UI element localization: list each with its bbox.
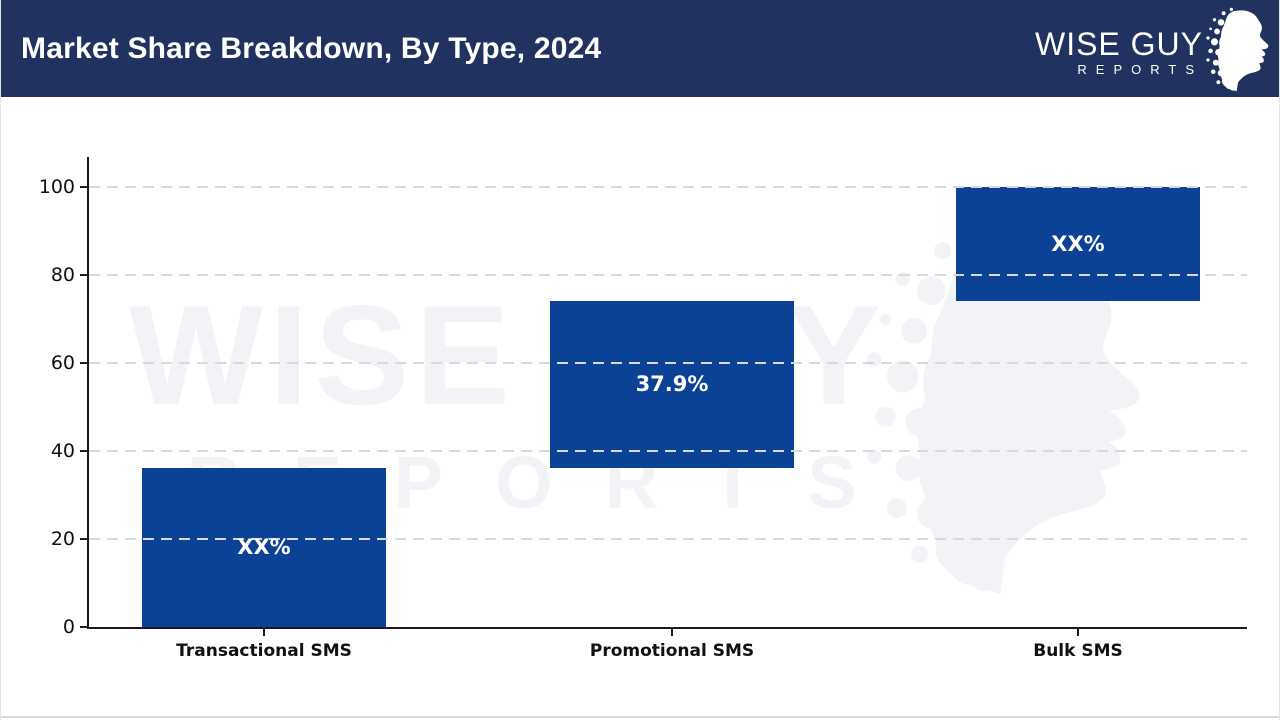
grid-line bbox=[89, 538, 1247, 540]
y-tick-label: 80 bbox=[50, 264, 75, 286]
logo-subtext: REPORTS bbox=[1077, 62, 1203, 77]
x-tick-mark bbox=[1077, 629, 1079, 636]
x-axis-line bbox=[87, 627, 1247, 629]
y-tick-label: 0 bbox=[62, 616, 75, 638]
x-axis-category-label: Transactional SMS bbox=[176, 641, 352, 661]
y-tick-mark bbox=[80, 362, 88, 364]
y-tick-mark bbox=[80, 186, 88, 188]
bar-1 bbox=[550, 300, 794, 468]
grid-line bbox=[89, 274, 1247, 276]
y-tick-mark bbox=[80, 274, 88, 276]
grid-line bbox=[89, 186, 1247, 188]
x-tick-mark bbox=[263, 629, 265, 636]
y-tick-mark bbox=[80, 538, 88, 540]
bar-0 bbox=[142, 467, 386, 627]
header: Market Share Breakdown, By Type, 2024 WI… bbox=[1, 0, 1279, 97]
y-tick-label: 60 bbox=[50, 352, 75, 374]
grid-line bbox=[89, 450, 1247, 452]
y-tick-mark bbox=[80, 626, 88, 628]
grid-line bbox=[89, 362, 1247, 364]
bar-2 bbox=[956, 187, 1200, 301]
y-tick-label: 20 bbox=[50, 528, 75, 550]
bar-value-label: XX% bbox=[1051, 231, 1105, 256]
bottom-border bbox=[1, 716, 1279, 718]
bar-value-label: 37.9% bbox=[635, 372, 709, 397]
y-axis-line bbox=[87, 157, 89, 629]
x-axis-category-label: Promotional SMS bbox=[589, 641, 755, 661]
logo-wordmark: WISE GUY bbox=[1034, 26, 1203, 62]
wise-guy-reports-logo: WISE GUY REPORTS bbox=[1033, 0, 1273, 97]
page-title: Market Share Breakdown, By Type, 2024 bbox=[21, 31, 602, 65]
x-tick-mark bbox=[671, 629, 673, 636]
x-axis-category-label: Bulk SMS bbox=[1033, 641, 1123, 661]
y-tick-mark bbox=[80, 450, 88, 452]
y-tick-label: 40 bbox=[50, 440, 75, 462]
y-tick-label: 100 bbox=[38, 176, 75, 198]
bar-value-label: XX% bbox=[237, 535, 291, 560]
